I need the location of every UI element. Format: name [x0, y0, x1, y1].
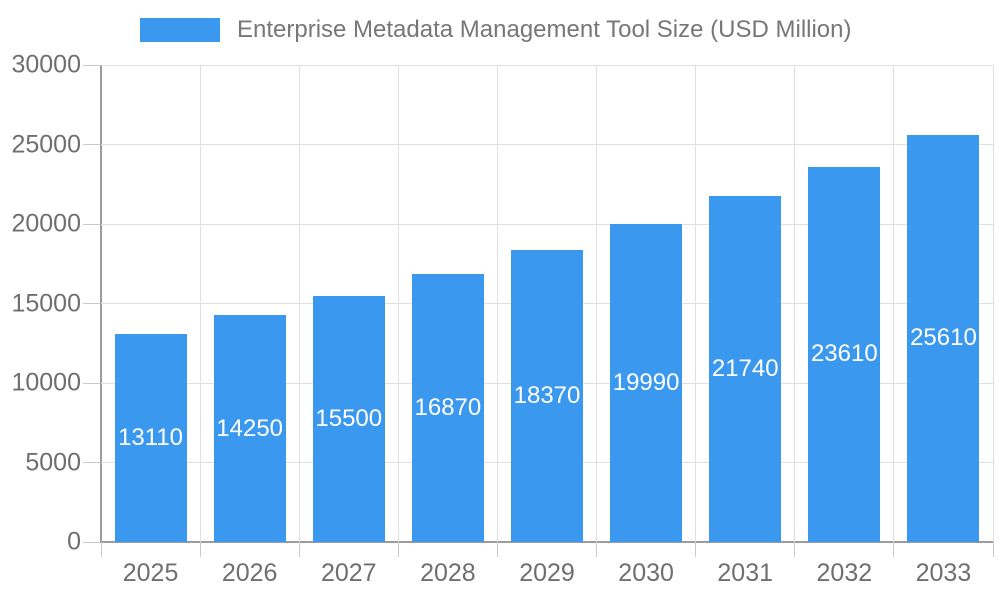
x-axis-tick-label: 2027 [320, 559, 377, 587]
bar[interactable]: 13110 [114, 333, 187, 542]
x-axis-tick [496, 542, 498, 557]
bar-value-label: 19990 [612, 369, 680, 397]
x-axis-tick-label: 2032 [816, 559, 873, 587]
y-axis-tick [83, 303, 100, 304]
y-axis-tick-label: 20000 [11, 209, 81, 238]
x-axis-tick [298, 542, 300, 557]
y-axis-tick-label: 25000 [11, 130, 81, 158]
v-gridline [992, 65, 994, 542]
x-axis-tick-label: 2025 [122, 559, 179, 587]
y-axis-tick-label: 0 [67, 527, 81, 556]
v-gridline [794, 65, 796, 542]
x-axis-tick [100, 542, 102, 557]
v-gridline [298, 65, 300, 542]
x-axis-tick-label: 2031 [717, 559, 774, 587]
x-axis-tick [596, 542, 598, 557]
bar[interactable]: 18370 [511, 249, 583, 542]
bar-value-label: 21740 [711, 355, 779, 383]
v-gridline [695, 65, 697, 542]
v-gridline [397, 65, 399, 542]
y-axis-tick [83, 223, 100, 225]
h-gridline [101, 64, 993, 66]
bar-value-label: 25610 [910, 324, 977, 352]
bar[interactable]: 23610 [808, 166, 881, 542]
bar[interactable]: 19990 [610, 224, 683, 542]
bar-value-label: 14250 [216, 414, 284, 442]
x-axis-tick [397, 542, 399, 557]
bar[interactable]: 21740 [709, 196, 782, 542]
bar[interactable]: 16870 [411, 273, 484, 542]
y-axis-tick [83, 64, 100, 66]
x-axis-tick-label: 2028 [420, 559, 476, 587]
bar-value-label: 16870 [414, 393, 482, 421]
chart-legend[interactable]: Enterprise Metadata Management Tool Size… [140, 16, 852, 44]
x-axis-line [100, 541, 993, 543]
y-axis-line [100, 65, 102, 543]
x-axis-tick-label: 2030 [618, 559, 674, 587]
y-axis-tick [83, 462, 100, 463]
bar-value-label: 23610 [810, 340, 878, 368]
bar-value-label: 13110 [118, 423, 184, 451]
v-gridline [496, 65, 498, 542]
x-axis-tick-label: 2033 [915, 559, 972, 587]
bar[interactable]: 14250 [213, 315, 286, 542]
bar[interactable]: 25610 [907, 134, 980, 542]
y-axis-tick-label: 30000 [11, 50, 81, 79]
v-gridline [596, 65, 598, 542]
y-axis-tick-label: 5000 [25, 448, 81, 476]
x-axis-tick [992, 542, 994, 557]
bar[interactable]: 15500 [312, 295, 385, 542]
x-axis-tick [794, 542, 796, 557]
x-axis-tick [893, 542, 895, 557]
h-gridline [101, 223, 993, 225]
legend-swatch [140, 18, 220, 42]
y-axis-tick-label: 15000 [11, 289, 81, 317]
h-gridline [101, 144, 993, 145]
x-axis-tick-label: 2029 [519, 559, 575, 587]
y-axis-tick [83, 382, 100, 384]
bar-value-label: 15500 [315, 404, 383, 432]
x-axis-tick-label: 2026 [221, 559, 278, 587]
v-gridline [893, 65, 895, 542]
plot-area: 0 5000 10000 15000 20000 25000 30000 13110 2025 1… [11, 51, 994, 587]
y-axis-tick [83, 541, 100, 543]
legend-label: Enterprise Metadata Management Tool Size… [237, 16, 852, 43]
v-gridline [199, 65, 201, 542]
x-axis-tick [695, 542, 697, 557]
bar-value-label: 18370 [513, 381, 581, 409]
y-axis-tick-label: 10000 [11, 368, 81, 397]
x-axis-tick [199, 542, 201, 557]
y-axis-tick [83, 144, 100, 145]
